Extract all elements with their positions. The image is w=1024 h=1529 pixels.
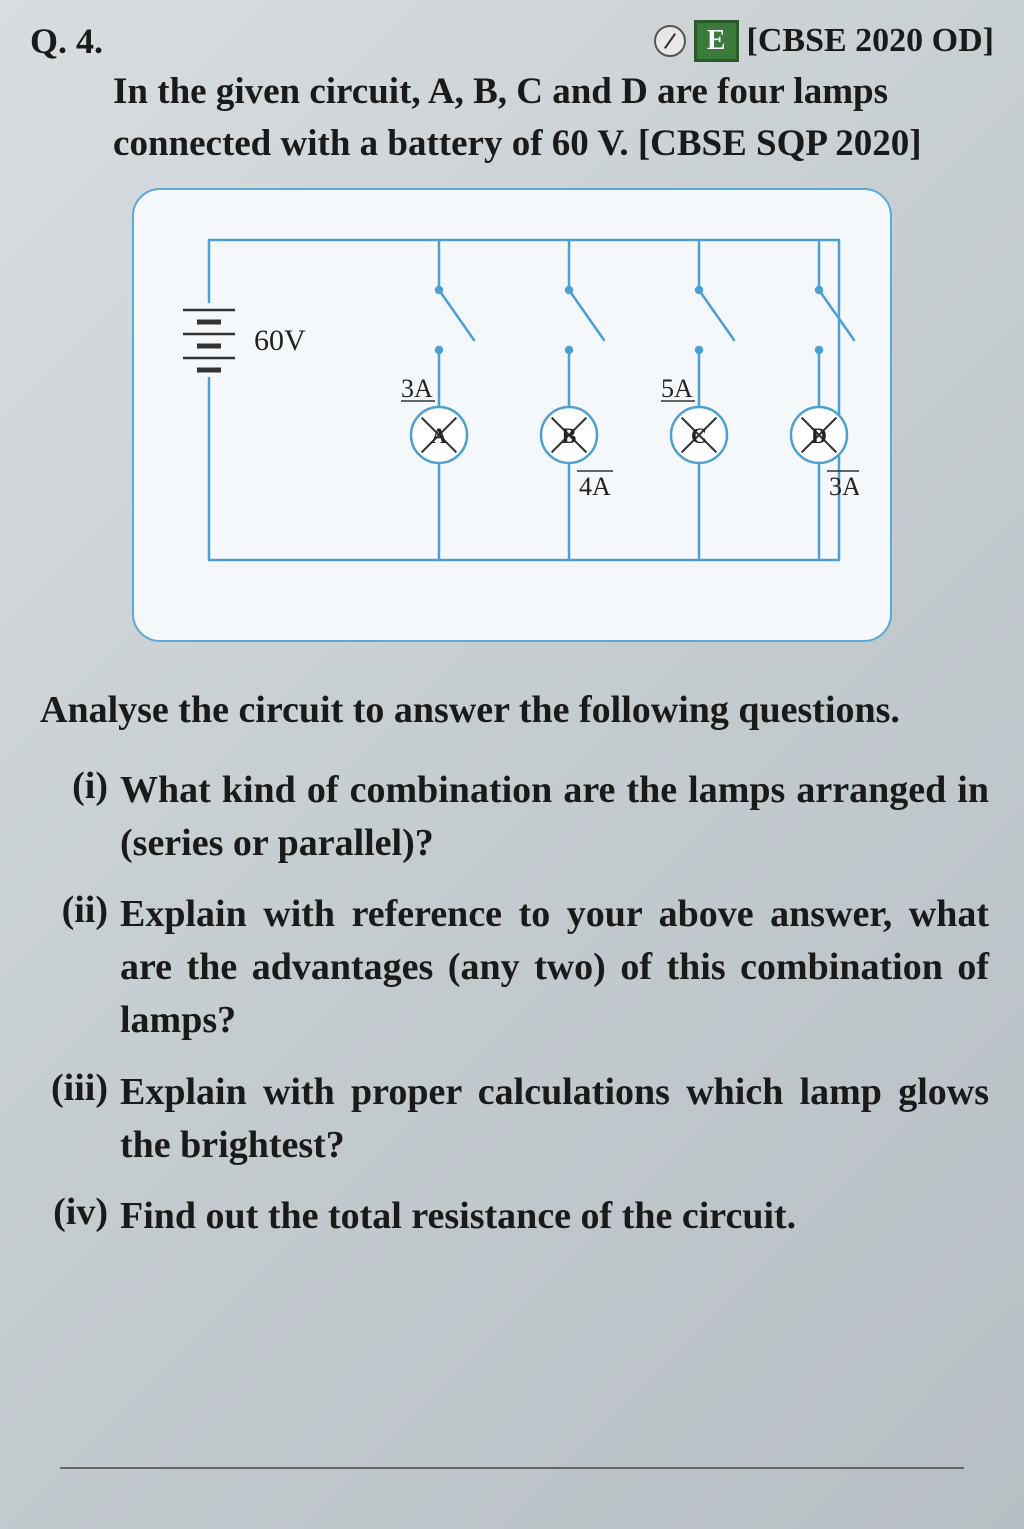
svg-text:C: C <box>691 423 707 448</box>
svg-text:4A: 4A <box>579 472 611 501</box>
footer-divider <box>60 1467 964 1469</box>
question-text: In the given circuit, A, B, C and D are … <box>113 66 994 170</box>
difficulty-badge: E <box>694 20 739 62</box>
exam-tag-inline: [CBSE SQP 2020] <box>638 123 922 164</box>
tag-row: E [CBSE 2020 OD] <box>113 20 994 62</box>
subquestion-text: Find out the total resistance of the cir… <box>120 1190 989 1243</box>
subquestion-number: (iv) <box>30 1190 120 1243</box>
svg-text:D: D <box>811 423 827 448</box>
svg-text:5A: 5A <box>661 374 693 403</box>
subquestion-row: (i)What kind of combination are the lamp… <box>30 764 989 870</box>
question-header: Q. 4. E [CBSE 2020 OD] In the given circ… <box>30 20 994 170</box>
subquestion-number: (iii) <box>30 1066 120 1172</box>
question-line1: In the given circuit, A, B, C and D are … <box>113 71 888 112</box>
subquestion-text: Explain with proper calculations which l… <box>120 1066 989 1172</box>
subquestion-row: (iii)Explain with proper calculations wh… <box>30 1066 989 1172</box>
question-label: Q. 4. <box>30 20 103 62</box>
svg-text:B: B <box>562 423 577 448</box>
subquestion-number: (i) <box>30 764 120 870</box>
subquestion-number: (ii) <box>30 888 120 1048</box>
exam-tag-top: [CBSE 2020 OD] <box>747 22 994 60</box>
analyse-prompt: Analyse the circuit to answer the follow… <box>40 682 984 739</box>
svg-text:3A: 3A <box>401 374 433 403</box>
subquestions-list: (i)What kind of combination are the lamp… <box>30 764 994 1244</box>
subquestion-row: (iv)Find out the total resistance of the… <box>30 1190 989 1243</box>
circuit-diagram: 60VA3AB4AC5AD3A <box>132 188 892 642</box>
circuit-svg: 60VA3AB4AC5AD3A <box>169 220 859 590</box>
svg-text:A: A <box>431 423 447 448</box>
subquestion-row: (ii)Explain with reference to your above… <box>30 888 989 1048</box>
subquestion-text: Explain with reference to your above ans… <box>120 888 989 1048</box>
svg-text:3A: 3A <box>829 472 859 501</box>
subquestion-text: What kind of combination are the lamps a… <box>120 764 989 870</box>
question-line2: connected with a battery of 60 V. <box>113 123 629 164</box>
compass-icon <box>654 25 686 57</box>
svg-text:60V: 60V <box>254 324 306 357</box>
